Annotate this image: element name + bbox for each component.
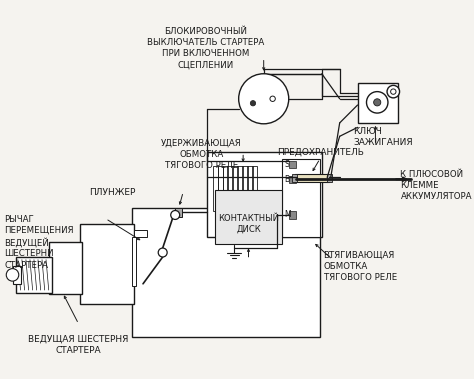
Bar: [289, 175, 296, 183]
Bar: [357, 83, 398, 123]
Bar: [81, 224, 134, 304]
Text: B: B: [284, 175, 290, 184]
Bar: [292, 174, 297, 182]
Circle shape: [6, 269, 19, 281]
Circle shape: [270, 96, 275, 102]
Text: ПРЕДОХРАНИТЕЛЬ: ПРЕДОХРАНИТЕЛЬ: [277, 148, 364, 157]
Bar: [132, 208, 320, 337]
Text: КОНТАКТНЫЙ
ДИСК: КОНТАКТНЫЙ ДИСК: [218, 214, 279, 234]
Text: РЫЧАГ
ПЕРЕМЕЩЕНИЯ
ВЕДУЩЕЙ
ШЕСТЕРНИ
СТАРТЕРА: РЫЧАГ ПЕРЕМЕЩЕНИЯ ВЕДУЩЕЙ ШЕСТЕРНИ СТАРТ…: [4, 215, 74, 269]
Bar: [218, 166, 223, 210]
Bar: [295, 174, 329, 182]
Bar: [12, 266, 21, 284]
Bar: [228, 166, 233, 210]
Circle shape: [250, 100, 255, 106]
Bar: [327, 174, 332, 182]
Bar: [215, 190, 282, 244]
Bar: [132, 237, 136, 287]
Bar: [283, 159, 320, 237]
Text: УДЕРЖИВАЮЩАЯ
ОБМОТКА
ТЯГОВОГО РЕЛЕ: УДЕРЖИВАЮЩАЯ ОБМОТКА ТЯГОВОГО РЕЛЕ: [161, 139, 241, 170]
Text: БЛОКИРОВОЧНЫЙ
ВЫКЛЮЧАТЕЛЬ СТАРТЕРА
ПРИ ВКЛЮЧЕННОМ
СЦЕПЛЕНИИ: БЛОКИРОВОЧНЫЙ ВЫКЛЮЧАТЕЛЬ СТАРТЕРА ПРИ В…: [147, 27, 264, 70]
Bar: [223, 166, 228, 210]
Text: S: S: [284, 160, 289, 169]
Text: ВЕДУЩАЯ ШЕСТЕРНЯ
СТАРТЕРА: ВЕДУЩАЯ ШЕСТЕРНЯ СТАРТЕРА: [28, 335, 129, 355]
Circle shape: [239, 74, 289, 124]
Text: КЛЮЧ
ЗАЖИГАНИЯ: КЛЮЧ ЗАЖИГАНИЯ: [353, 127, 413, 147]
Text: ВТЯГИВАЮЩАЯ
ОБМОТКА
ТЯГОВОГО РЕЛЕ: ВТЯГИВАЮЩАЯ ОБМОТКА ТЯГОВОГО РЕЛЕ: [324, 251, 397, 282]
Text: К ПЛЮСОВОЙ
КЛЕММЕ
АККУМУЛЯТОРА: К ПЛЮСОВОЙ КЛЕММЕ АККУМУЛЯТОРА: [401, 170, 472, 202]
Bar: [289, 161, 296, 169]
Bar: [252, 166, 257, 210]
Circle shape: [387, 85, 400, 98]
Text: ПЛУНЖЕР: ПЛУНЖЕР: [90, 188, 136, 197]
Text: M: M: [284, 210, 291, 219]
Bar: [208, 152, 322, 237]
Bar: [242, 166, 247, 210]
Bar: [213, 166, 218, 210]
Circle shape: [171, 210, 180, 219]
Bar: [289, 211, 296, 219]
Bar: [247, 166, 253, 210]
Bar: [16, 257, 52, 293]
Circle shape: [366, 92, 388, 113]
Circle shape: [374, 99, 381, 106]
Circle shape: [158, 248, 167, 257]
Bar: [134, 230, 147, 237]
Circle shape: [391, 89, 396, 94]
Bar: [175, 208, 182, 217]
Bar: [49, 242, 82, 294]
Bar: [237, 166, 243, 210]
Bar: [232, 166, 238, 210]
